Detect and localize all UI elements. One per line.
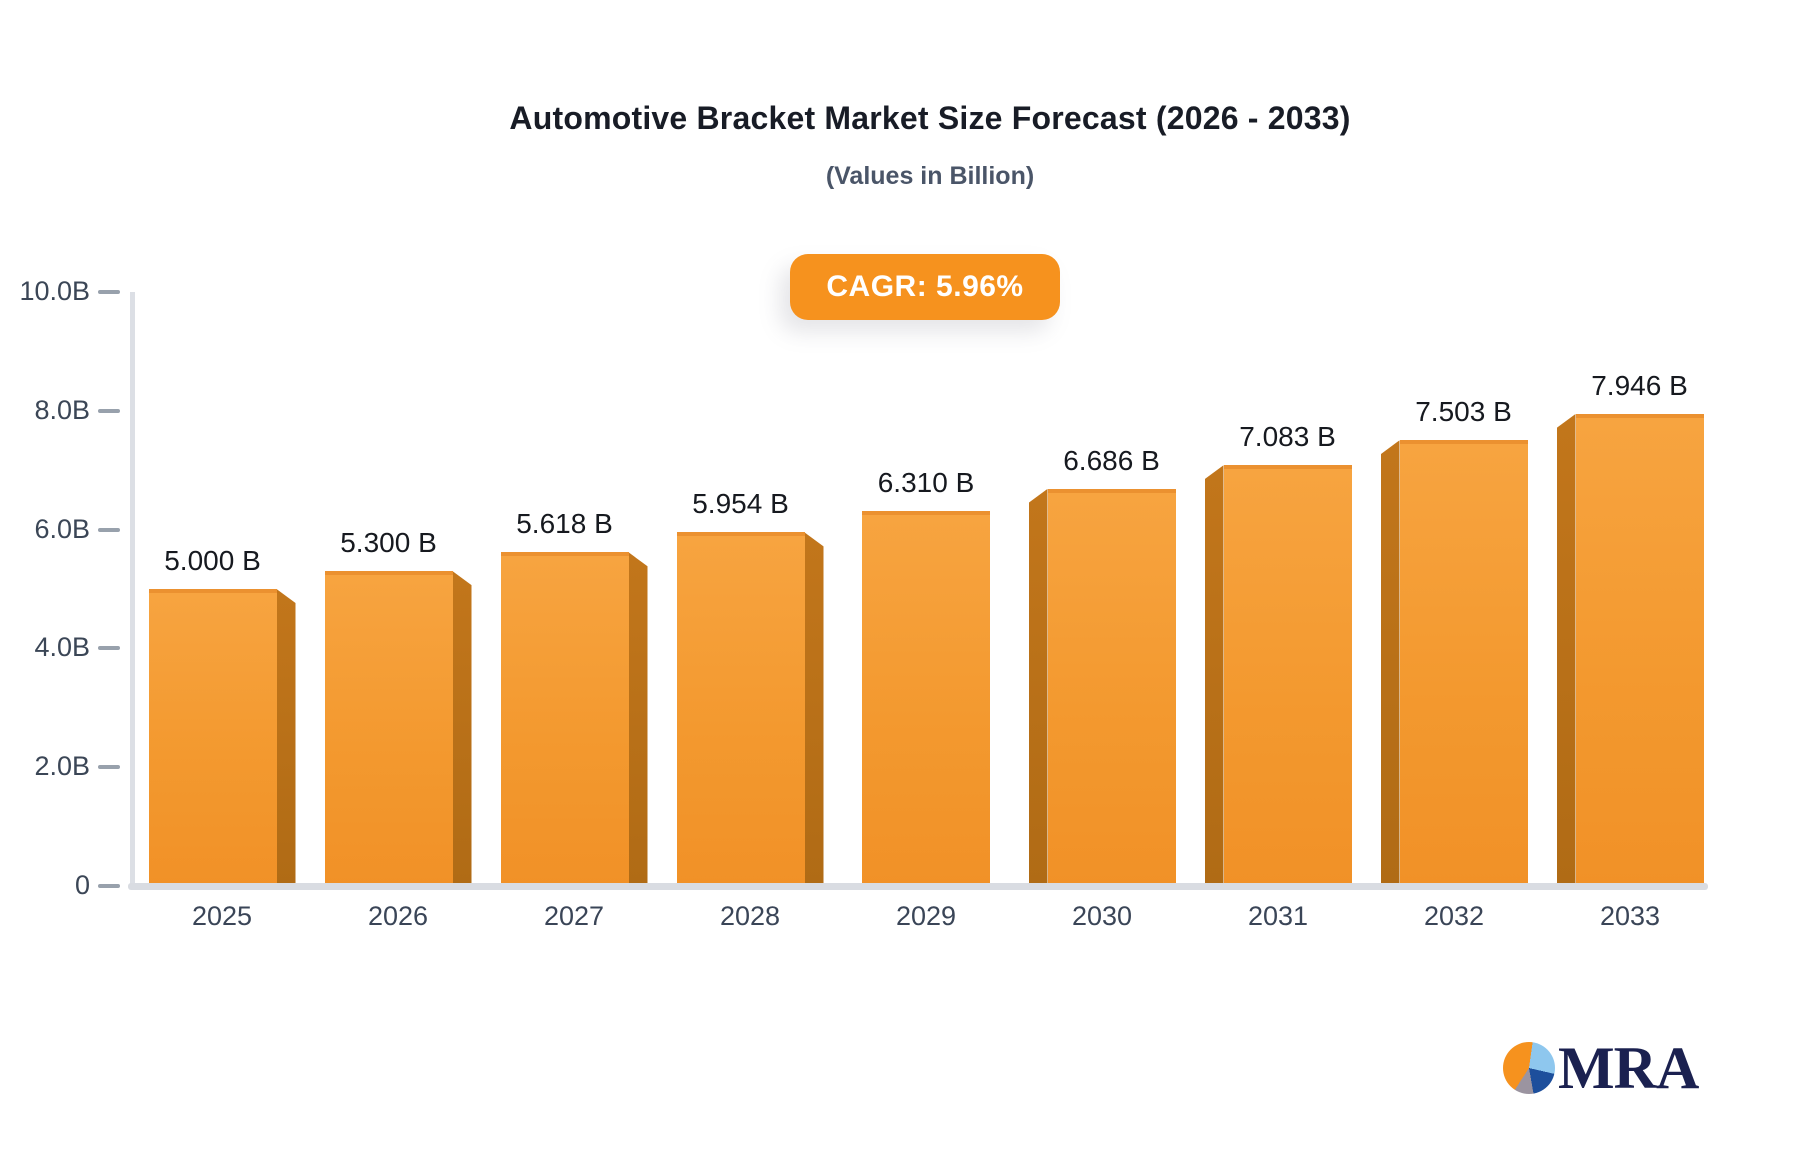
bar-value-label-2032: 7.503 B xyxy=(1415,396,1512,428)
y-tick-mark xyxy=(98,290,120,294)
y-tick-mark xyxy=(98,408,120,413)
brand-logo: MRA xyxy=(1503,1035,1699,1101)
x-tick-label-2030: 2030 xyxy=(1071,901,1133,931)
y-tick-mark xyxy=(98,884,120,888)
bar-3d-side-2032 xyxy=(1380,440,1400,886)
bar-value-label-2031: 7.083 B xyxy=(1239,421,1336,453)
bar-2028 xyxy=(676,532,805,886)
cagr-badge: CAGR: 5.96% xyxy=(790,254,1060,320)
chart-subtitle: (Values in Billion) xyxy=(825,162,1035,190)
bar-value-label-2027: 5.618 B xyxy=(516,508,613,540)
bar-2025 xyxy=(148,589,277,886)
x-tick-label-2026: 2026 xyxy=(367,901,429,931)
bar-value-label-2033: 7.946 B xyxy=(1591,370,1688,401)
brand-logo-text: MRA xyxy=(1558,1035,1699,1101)
bar-value-label-2028: 5.954 B xyxy=(692,488,789,520)
cagr-badge-label: CAGR: 5.96% xyxy=(826,270,1024,303)
y-tick-mark xyxy=(98,646,120,651)
bar-2026 xyxy=(324,571,453,886)
y-tick-label: 0 xyxy=(74,870,90,900)
x-tick-label-2032: 2032 xyxy=(1423,901,1485,931)
bar-3d-side-2031 xyxy=(1204,465,1224,886)
bar-2030 xyxy=(1047,488,1176,886)
x-tick-label-2029: 2029 xyxy=(895,901,957,931)
bar-3d-side-2028 xyxy=(804,532,824,886)
x-axis-line xyxy=(128,883,1708,890)
bar-2029 xyxy=(862,511,990,886)
bar-2027 xyxy=(500,552,629,886)
chart-title: Automotive Bracket Market Size Forecast … xyxy=(509,100,1351,136)
y-tick-label: 4.0B xyxy=(34,632,90,663)
bar-2032 xyxy=(1399,440,1528,886)
y-tick-label: 10.0B xyxy=(19,276,90,306)
bar-value-label-2030: 6.686 B xyxy=(1063,444,1160,476)
y-tick-mark xyxy=(98,527,120,532)
bar-3d-side-2033 xyxy=(1556,414,1576,886)
y-tick-label: 2.0B xyxy=(34,751,90,782)
bar-3d-side-2027 xyxy=(628,552,648,886)
pie-chart-logo-icon xyxy=(1503,1042,1555,1094)
bar-2033 xyxy=(1575,414,1704,886)
bar-3d-side-2026 xyxy=(452,571,472,886)
y-tick-label: 6.0B xyxy=(34,513,90,544)
x-tick-label-2033: 2033 xyxy=(1599,901,1661,931)
bar-2031 xyxy=(1223,465,1352,886)
bar-3d-side-2025 xyxy=(276,589,296,886)
bar-3d-side-2030 xyxy=(1028,488,1048,886)
x-tick-label-2025: 2025 xyxy=(191,901,253,931)
bar-value-label-2026: 5.300 B xyxy=(340,527,437,559)
bar-value-label-2029: 6.310 B xyxy=(877,467,975,499)
y-tick-mark xyxy=(98,765,120,770)
y-axis-line xyxy=(130,292,135,886)
y-tick-label: 8.0B xyxy=(34,394,90,425)
bar-value-label-2025: 5.000 B xyxy=(164,545,261,576)
x-tick-label-2031: 2031 xyxy=(1247,901,1309,931)
x-tick-label-2027: 2027 xyxy=(543,901,605,931)
x-tick-label-2028: 2028 xyxy=(719,901,781,931)
